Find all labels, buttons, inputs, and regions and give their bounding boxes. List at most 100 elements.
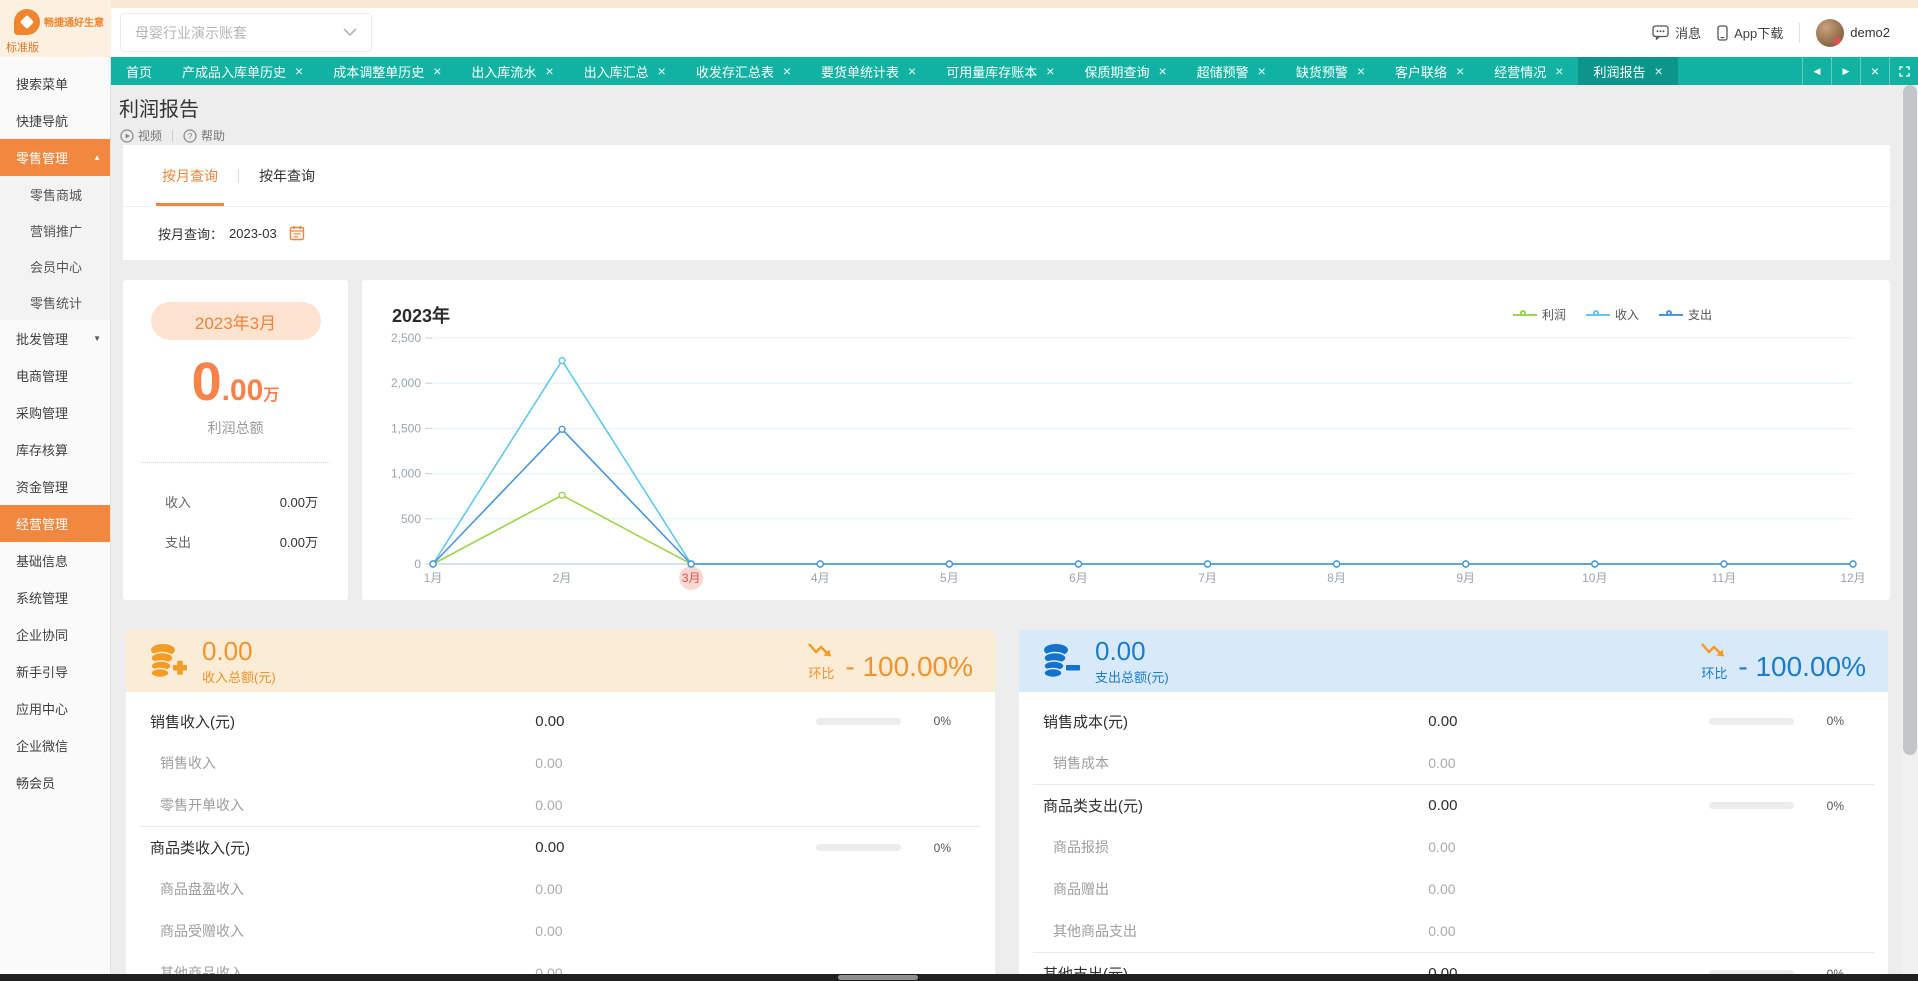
- tab-close-icon[interactable]: ×: [657, 63, 666, 79]
- sidebar-item-畅会员[interactable]: 畅会员: [0, 764, 110, 801]
- sidebar-item-企业微信[interactable]: 企业微信: [0, 727, 110, 764]
- sidebar-item-系统管理[interactable]: 系统管理: [0, 579, 110, 616]
- tab-收发存汇总表[interactable]: 收发存汇总表 ×: [681, 57, 806, 85]
- summary-rows: 收入 0.00万 支出 0.00万: [123, 481, 348, 561]
- tab-query-by-month[interactable]: 按月查询: [156, 145, 224, 206]
- legend-item-收入[interactable]: 收入: [1585, 306, 1639, 323]
- tab-close-icon[interactable]: ×: [1654, 63, 1663, 79]
- sidebar-item-label: 资金管理: [16, 480, 69, 495]
- legend-label: 收入: [1614, 308, 1639, 322]
- sidebar-item-快捷导航[interactable]: 快捷导航: [0, 102, 110, 139]
- stat-row-销售成本: 销售成本 0.00: [1033, 742, 1874, 784]
- sidebar-item-零售统计[interactable]: 零售统计: [0, 284, 110, 320]
- stat-row-value: 0.00: [535, 755, 563, 771]
- sidebar-item-基础信息[interactable]: 基础信息: [0, 542, 110, 579]
- video-link[interactable]: 视频: [120, 127, 162, 144]
- sidebar-item-资金管理[interactable]: 资金管理: [0, 468, 110, 505]
- tab-缺货预警[interactable]: 缺货预警 ×: [1281, 57, 1380, 85]
- tab-可用量库存账本[interactable]: 可用量库存账本 ×: [931, 57, 1069, 85]
- help-divider: [172, 129, 174, 142]
- sidebar-item-经营管理[interactable]: 经营管理: [0, 505, 110, 542]
- fullscreen-button[interactable]: [1889, 57, 1918, 85]
- sidebar-item-电商管理[interactable]: 电商管理: [0, 357, 110, 394]
- tab-经营情况[interactable]: 经营情况 ×: [1479, 57, 1578, 85]
- horizontal-scrollbar[interactable]: [0, 974, 1918, 981]
- scroll-left-button[interactable]: ◀: [1802, 57, 1831, 85]
- svg-text:2,500: 2,500: [391, 331, 421, 345]
- sidebar-item-label: 快捷导航: [16, 114, 69, 129]
- sidebar-item-企业协同[interactable]: 企业协同: [0, 616, 110, 653]
- stat-row-商品盘盈收入: 商品盘盈收入 0.00: [140, 868, 981, 910]
- user-menu[interactable]: demo2: [1816, 18, 1890, 47]
- close-all-button[interactable]: ×: [1860, 57, 1889, 85]
- tab-利润报告[interactable]: 利润报告 ×: [1578, 57, 1678, 85]
- vertical-scrollbar-thumb[interactable]: [1903, 85, 1917, 755]
- sidebar-item-新手引导[interactable]: 新手引导: [0, 653, 110, 690]
- svg-text:10月: 10月: [1582, 571, 1607, 585]
- tab-close-icon[interactable]: ×: [1555, 63, 1564, 79]
- messages-button[interactable]: 消息: [1652, 23, 1701, 42]
- tab-出入库流水[interactable]: 出入库流水 ×: [456, 57, 568, 85]
- account-select[interactable]: 母婴行业演示账套: [120, 13, 372, 52]
- overview-row: 2023年3月 0 .00 万 利润总额 收入 0.00万 支出 0.00万 2023…: [123, 280, 1890, 600]
- sidebar-item-营销推广[interactable]: 营销推广: [0, 212, 110, 248]
- scroll-right-button[interactable]: ▶: [1831, 57, 1860, 85]
- sidebar-item-搜索菜单[interactable]: 搜索菜单: [0, 65, 110, 102]
- date-filter-label: 按月查询：: [158, 226, 224, 242]
- tab-close-icon[interactable]: ×: [545, 63, 554, 79]
- tab-close-icon[interactable]: ×: [1356, 63, 1366, 79]
- sidebar-item-零售商城[interactable]: 零售商城: [0, 176, 110, 212]
- legend-item-支出[interactable]: 支出: [1658, 306, 1712, 323]
- svg-text:7月: 7月: [1198, 571, 1217, 585]
- sidebar-item-零售管理[interactable]: 零售管理 ▲: [0, 139, 110, 176]
- query-tabs: 按月查询 按年查询: [123, 145, 1890, 207]
- stat-row-商品赠出: 商品赠出 0.00: [1033, 868, 1874, 910]
- chart-legend: 利润 收入 支出: [1512, 306, 1712, 323]
- tab-close-icon[interactable]: ×: [908, 63, 917, 79]
- tab-close-icon[interactable]: ×: [782, 63, 792, 79]
- summary-row-支出: 支出 0.00万: [123, 521, 348, 561]
- stat-row-label: 商品类收入(元): [150, 840, 250, 857]
- stat-row-其他支出(元): 其他支出(元) 0.00 0%: [1033, 952, 1874, 974]
- tab-超储预警[interactable]: 超储预警 ×: [1182, 57, 1281, 85]
- sidebar-item-label: 搜索菜单: [16, 77, 69, 92]
- sidebar-item-采购管理[interactable]: 采购管理: [0, 394, 110, 431]
- sidebar-item-应用中心[interactable]: 应用中心: [0, 690, 110, 727]
- sidebar-item-会员中心[interactable]: 会员中心: [0, 248, 110, 284]
- help-link[interactable]: ? 帮助: [183, 127, 225, 144]
- page-help-row: 视频 ? 帮助: [120, 127, 225, 144]
- tab-要货单统计表[interactable]: 要货单统计表 ×: [806, 57, 931, 85]
- coins-plus-icon: [150, 644, 187, 679]
- sidebar-item-库存核算[interactable]: 库存核算: [0, 431, 110, 468]
- sidebar-item-label: 企业协同: [16, 628, 69, 643]
- tab-close-icon[interactable]: ×: [1456, 63, 1465, 79]
- tab-query-by-year[interactable]: 按年查询: [259, 167, 315, 184]
- tab-保质期查询[interactable]: 保质期查询 ×: [1069, 57, 1181, 85]
- profit-summary-card: 2023年3月 0 .00 万 利润总额 收入 0.00万 支出 0.00万: [123, 280, 348, 600]
- legend-label: 支出: [1687, 308, 1712, 322]
- sidebar-item-label: 基础信息: [16, 554, 69, 569]
- tab-label: 可用量库存账本: [946, 64, 1038, 80]
- legend-item-利润[interactable]: 利润: [1512, 306, 1566, 323]
- tab-成本调整单历史[interactable]: 成本调整单历史 ×: [318, 57, 456, 85]
- tab-close-icon[interactable]: ×: [433, 63, 442, 79]
- tab-close-icon[interactable]: ×: [1257, 63, 1266, 79]
- tab-客户联络[interactable]: 客户联络 ×: [1380, 57, 1479, 85]
- vertical-scrollbar[interactable]: [1902, 85, 1918, 974]
- tab-首页[interactable]: 首页: [111, 57, 167, 85]
- tab-close-icon[interactable]: ×: [295, 63, 304, 79]
- profit-total-label: 利润总额: [207, 420, 264, 436]
- profit-chart-svg[interactable]: 0 500 1,000 1,500 2,000 2,500 1月 2月 3月 4月 5月 6月 7月 8月…: [374, 330, 1874, 592]
- tab-出入库汇总[interactable]: 出入库汇总 ×: [569, 57, 681, 85]
- query-panel: 按月查询 按年查询 按月查询： 2023-03: [123, 145, 1890, 260]
- calendar-icon[interactable]: [289, 225, 305, 241]
- sidebar-item-批发管理[interactable]: 批发管理 ▼: [0, 320, 110, 357]
- app-download-button[interactable]: App下载: [1717, 23, 1783, 42]
- stat-row-销售成本(元): 销售成本(元) 0.00 0%: [1033, 700, 1874, 742]
- horizontal-scrollbar-thumb[interactable]: [838, 975, 918, 980]
- date-filter-value[interactable]: 2023-03: [229, 225, 277, 241]
- tab-产成品入库单历史[interactable]: 产成品入库单历史 ×: [167, 57, 318, 85]
- tab-close-icon[interactable]: ×: [1158, 63, 1167, 79]
- tab-close-icon[interactable]: ×: [1046, 63, 1055, 79]
- stat-row-label: 销售成本: [1053, 755, 1109, 771]
